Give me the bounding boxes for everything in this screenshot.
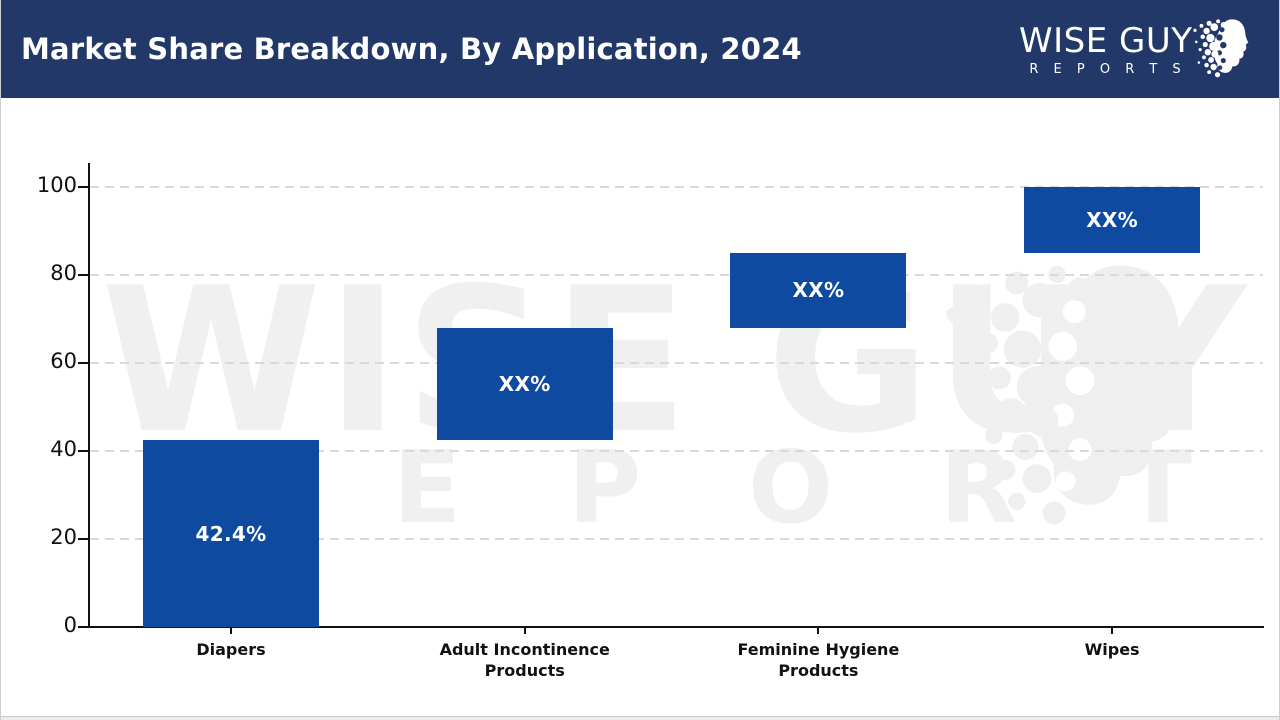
y-tick-mark-80: [78, 274, 89, 276]
footer-strip: [1, 716, 1279, 720]
category-label-2: Adult Incontinence Products: [439, 640, 610, 680]
x-tick-mark-4: [1111, 628, 1114, 634]
category-label-4: Wipes: [1084, 640, 1140, 659]
header-bar: Market Share Breakdown, By Application, …: [1, 0, 1279, 98]
bar-segment-1: 42.4%: [143, 440, 319, 627]
brand-logo: WISE GUY R E P O R T S: [1019, 6, 1271, 92]
y-tick-label-40: 40: [50, 437, 77, 461]
y-tick-label-80: 80: [50, 261, 77, 285]
y-tick-label-60: 60: [50, 349, 77, 373]
bar-segment-3: XX%: [730, 253, 907, 328]
gridline-20: [90, 538, 1263, 540]
brand-head-profile-icon: [1177, 7, 1249, 91]
bar-segment-4: XX%: [1024, 187, 1201, 253]
brand-tagline: R E P O R T S: [1029, 62, 1187, 77]
y-tick-label-20: 20: [50, 525, 77, 549]
page-title: Market Share Breakdown, By Application, …: [21, 32, 802, 66]
bar-segment-2: XX%: [436, 327, 613, 441]
brand-wordmark: WISE GUY R E P O R T S: [1019, 23, 1193, 77]
bar-value-label: XX%: [792, 278, 845, 303]
brand-name: WISE GUY: [1019, 21, 1193, 61]
x-axis-line: [88, 626, 1264, 628]
x-tick-mark-2: [523, 628, 526, 634]
y-tick-mark-60: [78, 362, 89, 364]
bar-value-label: XX%: [1086, 208, 1138, 232]
bar-value-label: 42.4%: [195, 521, 267, 546]
y-axis-line: [88, 163, 90, 628]
category-label-1: Diapers: [196, 640, 266, 659]
y-tick-label-100: 100: [36, 173, 77, 197]
x-tick-mark-3: [817, 628, 820, 634]
bar-value-label: XX%: [498, 372, 551, 397]
x-tick-mark-1: [230, 628, 232, 634]
gridline-80: [90, 274, 1263, 276]
y-tick-mark-100: [78, 186, 89, 188]
y-tick-mark-20: [78, 538, 89, 540]
category-label-3: Feminine Hygiene Products: [737, 640, 900, 680]
gridline-100: [90, 186, 1263, 188]
y-tick-mark-40: [78, 450, 89, 452]
y-tick-mark-0: [78, 626, 89, 628]
gridline-60: [90, 362, 1263, 364]
gridline-40: [90, 450, 1263, 452]
y-tick-label-0: 0: [63, 613, 77, 637]
